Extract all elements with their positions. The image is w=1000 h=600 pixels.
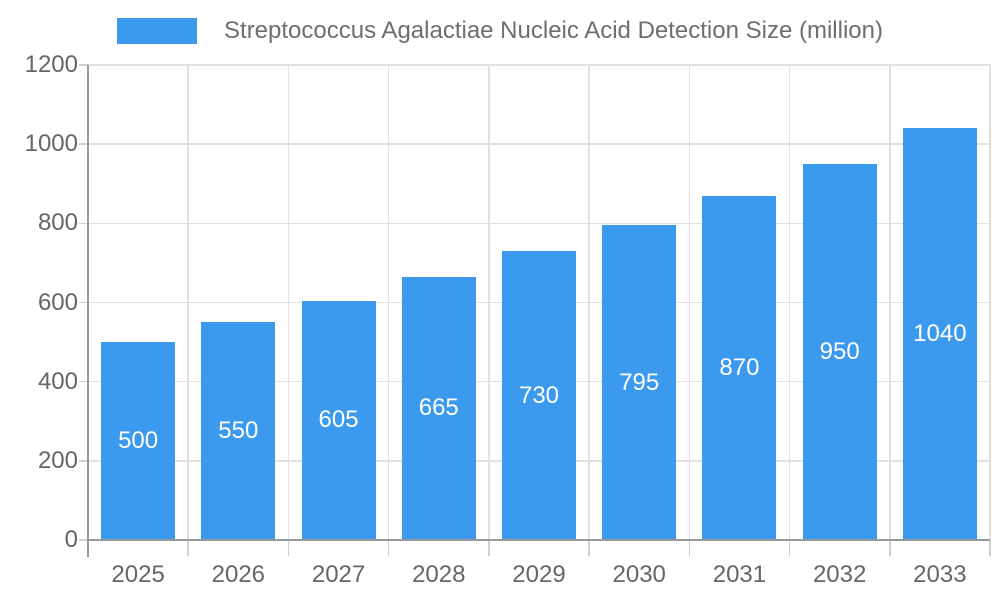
x-tick — [387, 540, 390, 556]
bar — [502, 251, 576, 540]
x-tick — [588, 540, 590, 556]
y-tick — [79, 380, 88, 383]
x-gridline — [989, 65, 991, 540]
y-tick-label: 1200 — [24, 51, 78, 78]
x-gridline — [488, 65, 490, 540]
y-axis-line — [87, 65, 89, 557]
y-tick-label: 0 — [64, 526, 78, 553]
x-gridline — [588, 65, 590, 540]
y-tick — [79, 460, 88, 462]
x-tick — [287, 540, 290, 556]
x-gridline — [287, 65, 290, 540]
x-gridline — [889, 65, 891, 540]
y-tick-label: 200 — [37, 446, 78, 474]
x-tick-label: 2033 — [913, 561, 967, 588]
y-gridline — [88, 64, 990, 66]
bar — [401, 276, 476, 540]
x-gridline — [387, 65, 390, 540]
x-tick — [788, 540, 791, 556]
x-axis-line — [87, 539, 990, 541]
x-tick — [989, 540, 991, 556]
x-tick-label: 2031 — [712, 561, 767, 588]
y-tick-label: 800 — [37, 209, 78, 237]
x-tick-label: 2029 — [512, 561, 566, 588]
bar-value-label: 795 — [619, 368, 660, 396]
y-tick-label: 600 — [37, 288, 78, 316]
x-tick-label: 2032 — [812, 561, 867, 588]
bar-value-label: 665 — [418, 394, 459, 422]
x-tick-label: 2025 — [111, 561, 165, 588]
y-tick — [79, 539, 88, 541]
y-tick — [79, 143, 88, 145]
y-tick-label: 1000 — [24, 130, 78, 158]
bar — [802, 163, 877, 540]
bar-value-label: 1040 — [913, 320, 967, 348]
x-tick-label: 2027 — [311, 561, 366, 588]
y-tick-label: 400 — [37, 367, 78, 395]
legend-swatch-icon — [117, 18, 198, 44]
bar-value-label: 500 — [118, 427, 159, 455]
bar-value-label: 605 — [318, 406, 359, 434]
x-tick — [187, 540, 189, 556]
y-tick — [79, 301, 88, 304]
x-tick — [688, 540, 691, 556]
bar-value-label: 950 — [819, 337, 860, 365]
bar — [902, 128, 977, 540]
bar — [702, 195, 777, 540]
y-gridline — [88, 222, 990, 225]
x-gridline — [688, 65, 691, 540]
x-tick — [889, 540, 891, 556]
y-tick — [79, 64, 88, 66]
x-tick-label: 2026 — [211, 561, 266, 588]
legend[interactable]: Streptococcus Agalactiae Nucleic Acid De… — [0, 13, 1000, 49]
y-tick — [79, 222, 88, 225]
x-gridline — [788, 65, 791, 540]
bar-value-label: 870 — [719, 353, 760, 381]
y-gridline — [88, 143, 990, 145]
x-tick-label: 2028 — [412, 561, 466, 588]
bar-value-label: 730 — [518, 381, 560, 409]
bar — [301, 300, 376, 540]
bar — [602, 225, 677, 540]
x-tick-label: 2030 — [612, 561, 666, 588]
legend-label: Streptococcus Agalactiae Nucleic Acid De… — [224, 17, 883, 44]
bar — [201, 322, 276, 540]
bar — [101, 342, 176, 540]
x-gridline — [187, 65, 189, 540]
bar-value-label: 550 — [218, 417, 259, 445]
x-tick — [488, 540, 490, 556]
